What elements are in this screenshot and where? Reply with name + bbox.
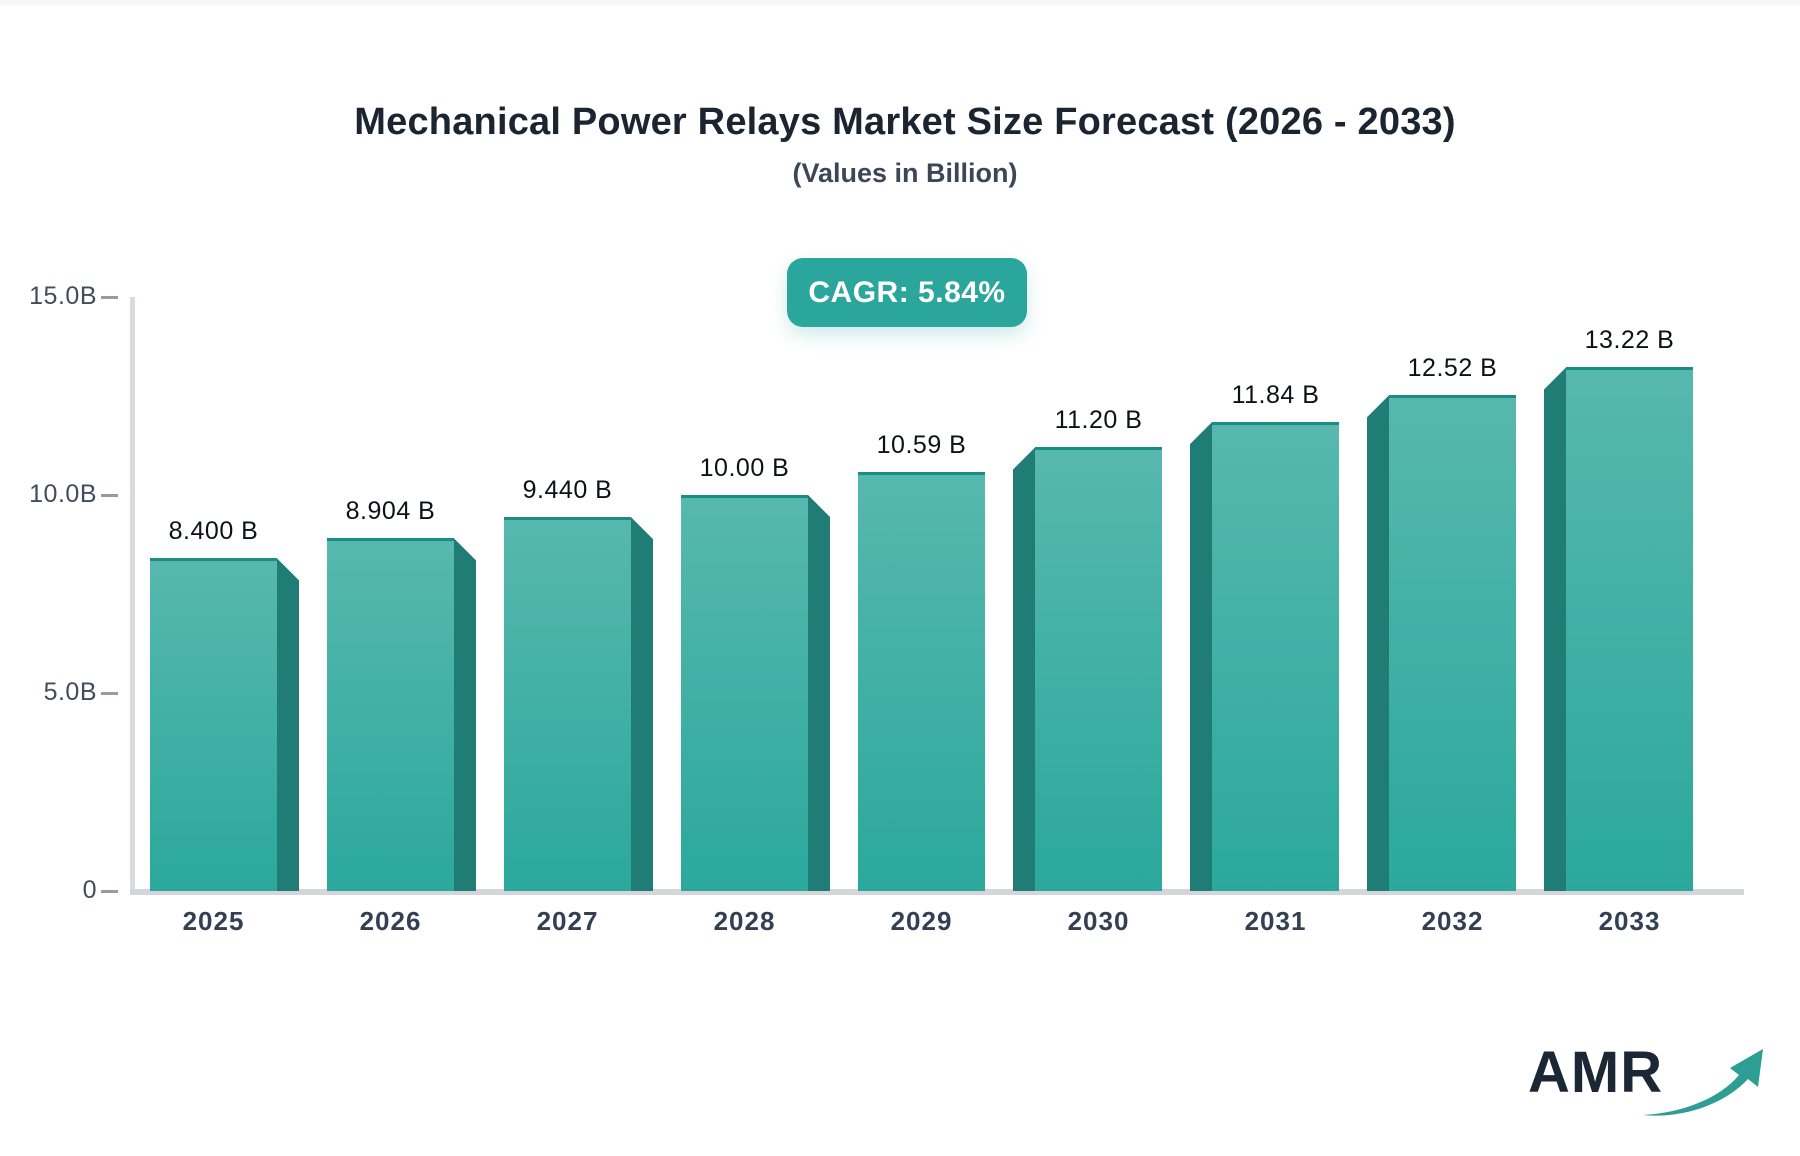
bar-value-label-2025: 8.400 B — [168, 517, 259, 546]
bar-side-shadow-2028 — [808, 495, 830, 891]
bar-2030 — [1035, 447, 1162, 891]
y-tick-label-0: 0 — [82, 876, 97, 904]
bar-2031 — [1212, 422, 1339, 891]
chart-subtitle: (Values in Billion) — [792, 158, 1018, 188]
y-tick-mark — [101, 692, 118, 695]
bar-value-label-2033: 13.22 B — [1584, 326, 1675, 355]
bar-2026 — [327, 538, 454, 891]
x-axis-label-2027: 2027 — [536, 906, 599, 936]
cagr-badge: CAGR: 5.84% — [787, 258, 1027, 327]
bar-side-shadow-2032 — [1367, 395, 1389, 891]
bar-2032 — [1389, 395, 1516, 891]
amr-logo-text: AMR — [1528, 1040, 1664, 1105]
bar-side-shadow-2026 — [454, 538, 476, 891]
y-axis-line — [130, 297, 135, 891]
bar-value-label-2027: 9.440 B — [522, 476, 613, 505]
bar-value-label-2030: 11.20 B — [1054, 406, 1143, 435]
x-axis-label-2032: 2032 — [1421, 906, 1484, 936]
x-axis-label-2028: 2028 — [713, 906, 776, 936]
bar-side-shadow-2030 — [1013, 447, 1035, 891]
chart-header: Mechanical Power Relays Market Size Fore… — [0, 5, 1800, 189]
chart-title: Mechanical Power Relays Market Size Fore… — [354, 101, 1456, 143]
bar-2027 — [504, 517, 631, 891]
x-axis-label-2026: 2026 — [359, 906, 422, 936]
bar-value-label-2031: 11.84 B — [1231, 381, 1320, 410]
y-tick-label-15.0B: 15.0B — [29, 282, 97, 310]
bar-side-shadow-2027 — [631, 517, 653, 891]
bar-value-label-2032: 12.52 B — [1407, 354, 1498, 383]
bar-side-shadow-2033 — [1544, 367, 1566, 891]
x-axis-label-2025: 2025 — [182, 906, 245, 936]
x-axis-label-2033: 2033 — [1598, 906, 1661, 936]
bar-2029 — [858, 471, 985, 891]
bar-side-shadow-2025 — [277, 558, 299, 891]
growth-arrow-icon — [1643, 1049, 1763, 1116]
bar-2033 — [1566, 367, 1693, 891]
bar-side-shadow-2031 — [1190, 422, 1212, 891]
x-axis-label-2031: 2031 — [1244, 906, 1307, 936]
bar-2028 — [681, 495, 808, 891]
y-tick-label-10.0B: 10.0B — [29, 480, 97, 508]
bar-value-label-2026: 8.904 B — [345, 497, 436, 526]
x-axis-label-2029: 2029 — [890, 906, 953, 936]
bar-2025 — [150, 558, 277, 891]
y-tick-mark — [101, 296, 118, 299]
amr-logo: AMR — [1528, 1039, 1763, 1129]
x-axis-line — [130, 889, 1744, 895]
x-axis-label-2030: 2030 — [1067, 906, 1130, 936]
bar-value-label-2029: 10.59 B — [876, 430, 967, 459]
y-tick-mark — [101, 494, 118, 497]
bar-value-label-2028: 10.00 B — [699, 454, 790, 482]
y-tick-mark — [101, 890, 118, 893]
y-tick-label-5.0B: 5.0B — [43, 678, 97, 706]
